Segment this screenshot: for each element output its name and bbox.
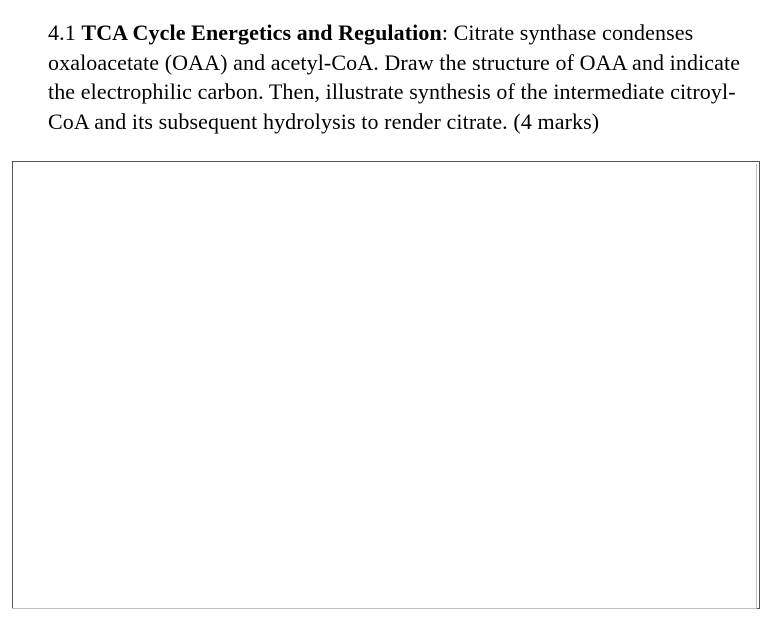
question-title: TCA Cycle Energetics and Regulation <box>81 20 441 45</box>
question-number: 4.1 <box>48 20 76 45</box>
question-block: 4.1 TCA Cycle Energetics and Regulation:… <box>48 18 750 137</box>
answer-box <box>12 161 760 609</box>
answer-box-container <box>12 161 760 609</box>
